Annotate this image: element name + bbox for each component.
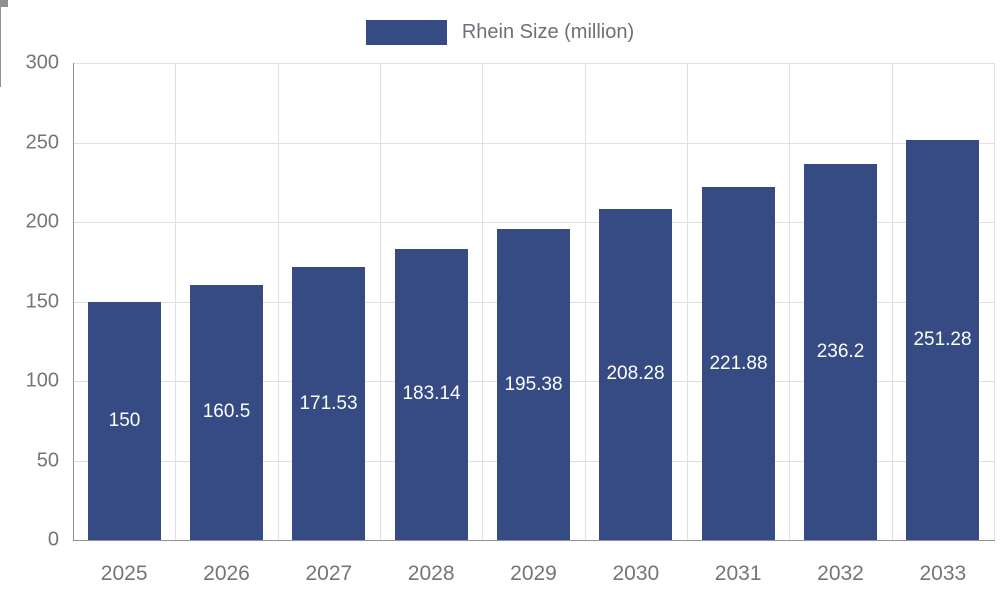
- y-gridline: [73, 222, 994, 223]
- bar-value-label: 183.14: [402, 383, 461, 405]
- bar-value-label: 150: [108, 409, 141, 431]
- bar[interactable]: 208.28: [599, 208, 672, 540]
- bar-value-label: 221.88: [709, 352, 768, 374]
- x-tick-label: 2033: [919, 562, 967, 585]
- y-tick-label: 200: [25, 210, 59, 233]
- x-tick-label: 2027: [305, 562, 353, 585]
- y-gridline: [73, 142, 994, 144]
- x-gridline: [584, 63, 586, 540]
- x-tick-label: 2031: [714, 562, 762, 585]
- x-tick-label: 2026: [203, 562, 250, 585]
- bar[interactable]: 195.38: [497, 229, 570, 540]
- legend[interactable]: Rhein Size (million): [0, 20, 1000, 45]
- x-gridline: [994, 63, 995, 540]
- y-axis-tick: [0, 0, 8, 1]
- bar-value-label: 251.28: [913, 329, 972, 351]
- x-axis-tick: [0, 23, 1, 31]
- x-tick-label: 2029: [510, 562, 557, 585]
- y-axis-tick: [0, 6, 8, 7]
- x-gridline: [891, 63, 893, 540]
- x-gridline: [482, 63, 484, 540]
- bar-value-label: 208.28: [606, 363, 665, 385]
- y-axis-tick: [0, 5, 8, 6]
- x-gridline: [380, 63, 381, 540]
- y-tick-label: 100: [25, 369, 59, 392]
- y-tick-label: 250: [25, 131, 59, 153]
- x-gridline: [789, 63, 791, 540]
- x-axis-line: [73, 540, 995, 541]
- x-axis-tick: [0, 31, 1, 39]
- bar-value-label: 195.38: [504, 373, 563, 395]
- bar[interactable]: 221.88: [702, 187, 775, 540]
- x-axis-tick: [0, 15, 1, 23]
- y-gridline: [73, 63, 994, 64]
- y-axis-line: [73, 63, 74, 541]
- x-axis-tick: [0, 71, 1, 79]
- y-tick-label: 300: [25, 51, 59, 74]
- legend-label[interactable]: Rhein Size (million): [461, 21, 635, 43]
- bar[interactable]: 150: [88, 301, 161, 540]
- x-axis-tick: [0, 7, 1, 15]
- x-tick-label: 2030: [612, 562, 660, 585]
- bar[interactable]: 236.2: [804, 164, 877, 540]
- y-axis-tick: [0, 1, 8, 2]
- x-gridline: [175, 63, 177, 540]
- x-axis-tick: [0, 39, 1, 47]
- x-tick-label: 2028: [407, 562, 455, 585]
- x-axis-tick: [0, 63, 1, 71]
- y-axis-tick: [0, 4, 8, 5]
- x-gridline: [687, 63, 688, 540]
- legend-swatch[interactable]: [365, 20, 447, 45]
- bar[interactable]: 160.5: [190, 284, 263, 540]
- x-axis-tick: [0, 79, 1, 87]
- y-tick-label: 0: [47, 528, 59, 551]
- bar[interactable]: 171.53: [292, 267, 365, 540]
- x-gridline: [277, 63, 279, 540]
- y-tick-label: 50: [36, 449, 59, 471]
- x-tick-label: 2025: [100, 562, 148, 585]
- bar-value-label: 160.5: [202, 401, 251, 423]
- bar[interactable]: 251.28: [906, 140, 979, 540]
- bar-value-label: 236.2: [816, 341, 865, 363]
- bar-value-label: 171.53: [299, 392, 358, 414]
- y-axis-tick: [0, 2, 8, 3]
- y-axis-tick: [0, 3, 8, 4]
- x-tick-label: 2032: [817, 562, 864, 585]
- bar[interactable]: 183.14: [395, 248, 468, 540]
- x-axis-tick: [0, 47, 1, 55]
- y-tick-label: 150: [25, 290, 59, 312]
- x-axis-tick: [0, 55, 1, 63]
